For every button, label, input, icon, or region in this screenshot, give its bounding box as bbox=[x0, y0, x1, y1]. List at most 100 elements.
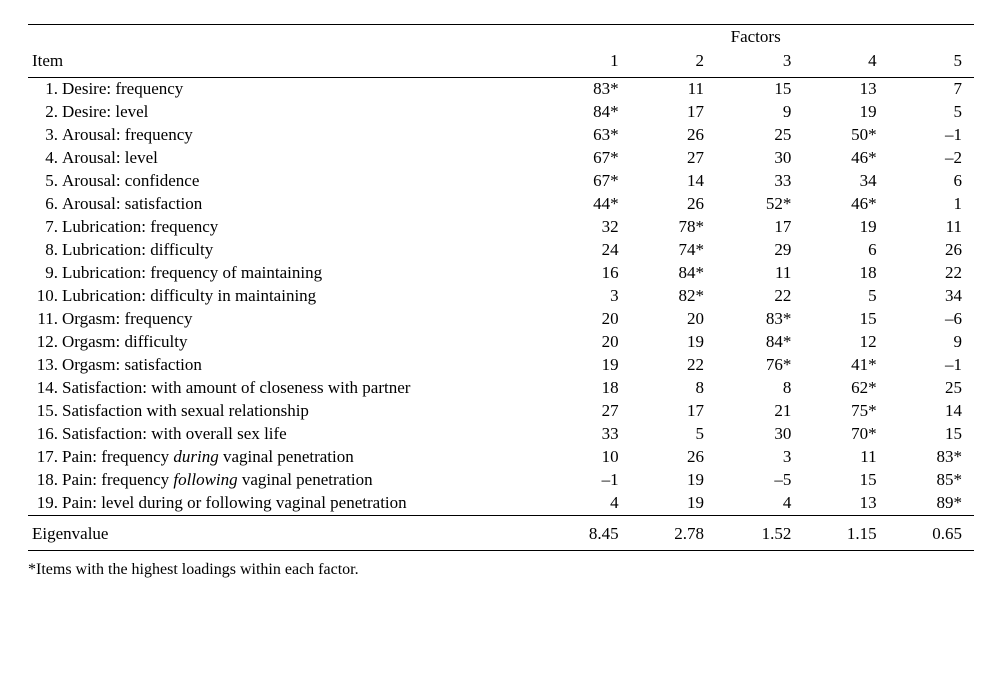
eigenvalue-value: 1.15 bbox=[803, 515, 888, 550]
eigenvalue-row: Eigenvalue8.452.781.521.150.65 bbox=[28, 515, 974, 550]
factor-value: 26 bbox=[889, 239, 974, 262]
header-empty bbox=[803, 25, 888, 50]
table-body: 1.Desire: frequency83*11151372.Desire: l… bbox=[28, 77, 974, 550]
row-number: 15. bbox=[32, 401, 62, 421]
factor-value: 11 bbox=[716, 262, 803, 285]
factor-1-header: 1 bbox=[545, 49, 630, 77]
table-row: 11.Orgasm: frequency202083*15–6 bbox=[28, 308, 974, 331]
factor-value: 6 bbox=[803, 239, 888, 262]
factor-value: 5 bbox=[889, 101, 974, 124]
factor-value: 14 bbox=[631, 170, 716, 193]
factor-value: 5 bbox=[631, 423, 716, 446]
factor-value: 11 bbox=[631, 77, 716, 101]
factor-value: 63* bbox=[545, 124, 630, 147]
header-row-factors: Factors bbox=[28, 25, 974, 50]
row-label: Lubrication: frequency of maintaining bbox=[62, 263, 322, 282]
row-label: Pain: frequency following vaginal penetr… bbox=[62, 470, 373, 489]
row-label: Desire: level bbox=[62, 102, 148, 121]
row-number: 9. bbox=[32, 263, 62, 283]
row-label: Desire: frequency bbox=[62, 79, 183, 98]
factor-value: 18 bbox=[803, 262, 888, 285]
factor-value: 32 bbox=[545, 216, 630, 239]
factor-value: 89* bbox=[889, 492, 974, 516]
row-label: Orgasm: difficulty bbox=[62, 332, 187, 351]
eigenvalue-value: 2.78 bbox=[631, 515, 716, 550]
item-cell: 6.Arousal: satisfaction bbox=[28, 193, 545, 216]
factor-value: 46* bbox=[803, 193, 888, 216]
table-footnote: *Items with the highest loadings within … bbox=[28, 551, 974, 579]
factors-group-label: Factors bbox=[716, 25, 803, 50]
row-label: Lubrication: difficulty in maintaining bbox=[62, 286, 316, 305]
item-cell: 10.Lubrication: difficulty in maintainin… bbox=[28, 285, 545, 308]
factor-value: 82* bbox=[631, 285, 716, 308]
header-empty bbox=[28, 25, 545, 50]
item-cell: 9.Lubrication: frequency of maintaining bbox=[28, 262, 545, 285]
header-empty bbox=[889, 25, 974, 50]
table-row: 1.Desire: frequency83*1115137 bbox=[28, 77, 974, 101]
row-number: 10. bbox=[32, 286, 62, 306]
factor-value: –6 bbox=[889, 308, 974, 331]
factor-value: 75* bbox=[803, 400, 888, 423]
factor-value: 62* bbox=[803, 377, 888, 400]
factor-value: 20 bbox=[545, 308, 630, 331]
table-row: 19.Pain: level during or following vagin… bbox=[28, 492, 974, 516]
factor-value: 10 bbox=[545, 446, 630, 469]
row-number: 2. bbox=[32, 102, 62, 122]
factor-value: 84* bbox=[716, 331, 803, 354]
row-label: Arousal: frequency bbox=[62, 125, 193, 144]
row-number: 18. bbox=[32, 470, 62, 490]
factor-value: 20 bbox=[631, 308, 716, 331]
factor-value: 22 bbox=[716, 285, 803, 308]
factor-value: 30 bbox=[716, 147, 803, 170]
item-cell: 15.Satisfaction with sexual relationship bbox=[28, 400, 545, 423]
table-row: 13.Orgasm: satisfaction192276*41*–1 bbox=[28, 354, 974, 377]
table-row: 3.Arousal: frequency63*262550*–1 bbox=[28, 124, 974, 147]
factor-value: 33 bbox=[716, 170, 803, 193]
row-label: Satisfaction: with amount of closeness w… bbox=[62, 378, 410, 397]
table-row: 14.Satisfaction: with amount of closenes… bbox=[28, 377, 974, 400]
factor-value: 14 bbox=[889, 400, 974, 423]
factor-value: 8 bbox=[631, 377, 716, 400]
factor-value: 12 bbox=[803, 331, 888, 354]
factor-value: 13 bbox=[803, 77, 888, 101]
row-number: 3. bbox=[32, 125, 62, 145]
row-label: Lubrication: frequency bbox=[62, 217, 218, 236]
factor-value: 19 bbox=[631, 469, 716, 492]
factor-value: –1 bbox=[545, 469, 630, 492]
factor-value: 50* bbox=[803, 124, 888, 147]
header-empty bbox=[545, 25, 630, 50]
table-row: 8.Lubrication: difficulty2474*29626 bbox=[28, 239, 974, 262]
row-label: Satisfaction: with overall sex life bbox=[62, 424, 287, 443]
row-label: Satisfaction with sexual relationship bbox=[62, 401, 309, 420]
table-row: 4.Arousal: level67*273046*–2 bbox=[28, 147, 974, 170]
factor-value: 6 bbox=[889, 170, 974, 193]
factor-value: 34 bbox=[889, 285, 974, 308]
item-cell: 14.Satisfaction: with amount of closenes… bbox=[28, 377, 545, 400]
factor-value: 21 bbox=[716, 400, 803, 423]
factor-value: 20 bbox=[545, 331, 630, 354]
factor-value: 78* bbox=[631, 216, 716, 239]
factor-value: 67* bbox=[545, 170, 630, 193]
row-number: 16. bbox=[32, 424, 62, 444]
factor-loadings-table: Factors Item 1 2 3 4 5 1.Desire: frequen… bbox=[28, 24, 974, 551]
factor-2-header: 2 bbox=[631, 49, 716, 77]
row-number: 17. bbox=[32, 447, 62, 467]
factor-value: 85* bbox=[889, 469, 974, 492]
factor-value: 9 bbox=[889, 331, 974, 354]
row-label: Orgasm: frequency bbox=[62, 309, 192, 328]
factor-value: 9 bbox=[716, 101, 803, 124]
row-label: Arousal: level bbox=[62, 148, 158, 167]
factor-value: 25 bbox=[889, 377, 974, 400]
italic-text: during bbox=[173, 447, 218, 466]
item-cell: 5.Arousal: confidence bbox=[28, 170, 545, 193]
factor-value: 34 bbox=[803, 170, 888, 193]
factor-value: 5 bbox=[803, 285, 888, 308]
factor-value: 22 bbox=[631, 354, 716, 377]
factor-value: 13 bbox=[803, 492, 888, 516]
factor-value: 83* bbox=[545, 77, 630, 101]
factor-value: 76* bbox=[716, 354, 803, 377]
header-row-numbers: Item 1 2 3 4 5 bbox=[28, 49, 974, 77]
factor-4-header: 4 bbox=[803, 49, 888, 77]
row-number: 11. bbox=[32, 309, 62, 329]
row-label: Lubrication: difficulty bbox=[62, 240, 213, 259]
